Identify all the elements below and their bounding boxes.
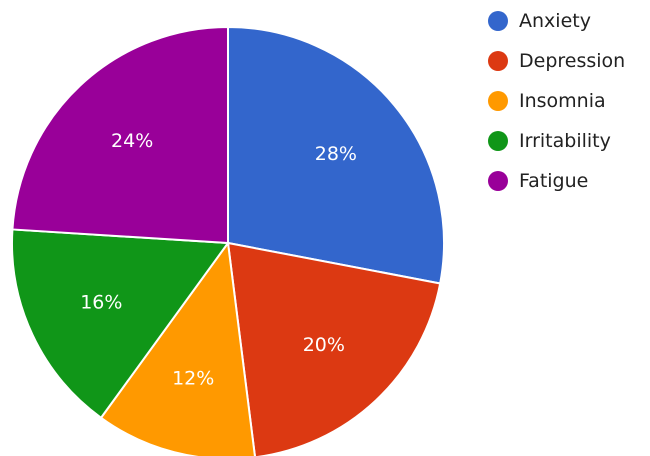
legend-label-insomnia: Insomnia — [519, 90, 606, 112]
pie-slice-anxiety[interactable] — [227, 26, 445, 285]
legend-swatch-irritability — [488, 131, 508, 151]
legend-label-irritability: Irritability — [519, 130, 611, 152]
legend-item-fatigue[interactable]: Fatigue — [488, 170, 588, 192]
legend-label-fatigue: Fatigue — [519, 170, 588, 192]
legend-label-depression: Depression — [519, 50, 625, 72]
pie-slice-depression[interactable] — [227, 242, 442, 456]
legend: Anxiety Depression Insomnia Irritability Fat… — [488, 10, 625, 192]
legend-item-anxiety[interactable]: Anxiety — [488, 10, 591, 32]
pie-slice-labels: 28% 20% 12% 16% 24% — [80, 130, 357, 390]
slice-label-depression: 20% — [303, 334, 345, 356]
slice-label-fatigue: 24% — [111, 130, 153, 152]
slice-label-irritability: 16% — [80, 292, 122, 314]
pie-slice-fatigue[interactable] — [11, 26, 229, 244]
slice-label-insomnia: 12% — [172, 368, 214, 390]
legend-swatch-depression — [488, 51, 508, 71]
legend-label-anxiety: Anxiety — [519, 10, 591, 32]
slice-label-anxiety: 28% — [315, 143, 357, 165]
legend-item-depression[interactable]: Depression — [488, 50, 625, 72]
legend-swatch-anxiety — [488, 11, 508, 31]
pie-slice-irritability[interactable] — [11, 228, 229, 419]
legend-swatch-insomnia — [488, 91, 508, 111]
pie-slice-insomnia[interactable] — [100, 242, 256, 456]
legend-item-insomnia[interactable]: Insomnia — [488, 90, 606, 112]
legend-item-irritability[interactable]: Irritability — [488, 130, 611, 152]
legend-swatch-fatigue — [488, 171, 508, 191]
pie-slices — [11, 26, 445, 456]
